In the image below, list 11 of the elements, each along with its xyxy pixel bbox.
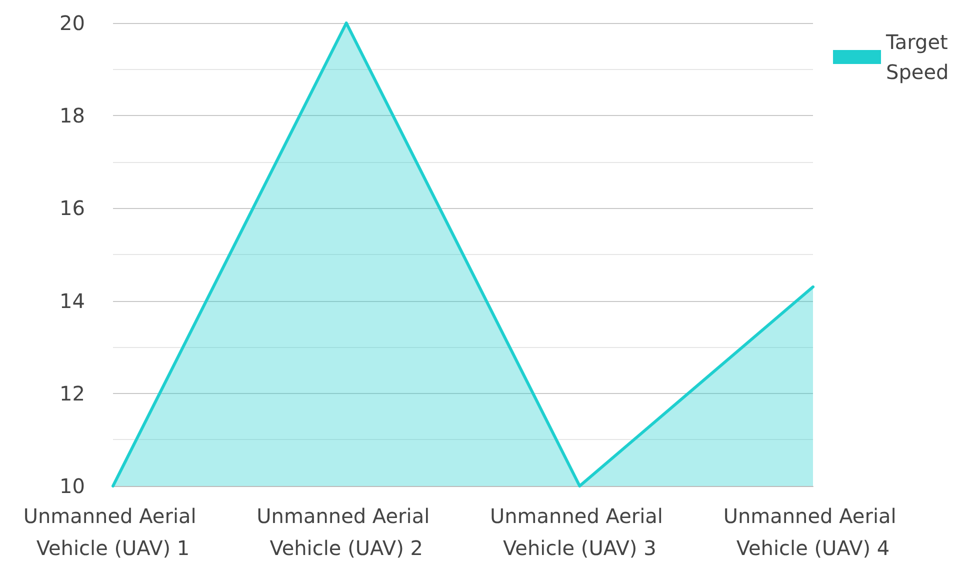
y-tick-label: 16 (60, 196, 85, 220)
y-tick-label: 20 (60, 11, 85, 35)
x-tick-label: Unmanned Aerial Vehicle (UAV) 4 (723, 504, 903, 560)
y-tick-label: 12 (60, 381, 85, 406)
x-tick-label: Unmanned Aerial Vehicle (UAV) 1 (23, 504, 203, 560)
x-tick-label: Unmanned Aerial Vehicle (UAV) 2 (256, 504, 436, 560)
legend-label: Target Speed (885, 30, 954, 84)
y-tick-label: 10 (60, 474, 85, 498)
x-tick-label: Unmanned Aerial Vehicle (UAV) 3 (490, 504, 670, 560)
y-tick-label: 18 (60, 104, 85, 128)
y-tick-label: 14 (60, 288, 85, 313)
